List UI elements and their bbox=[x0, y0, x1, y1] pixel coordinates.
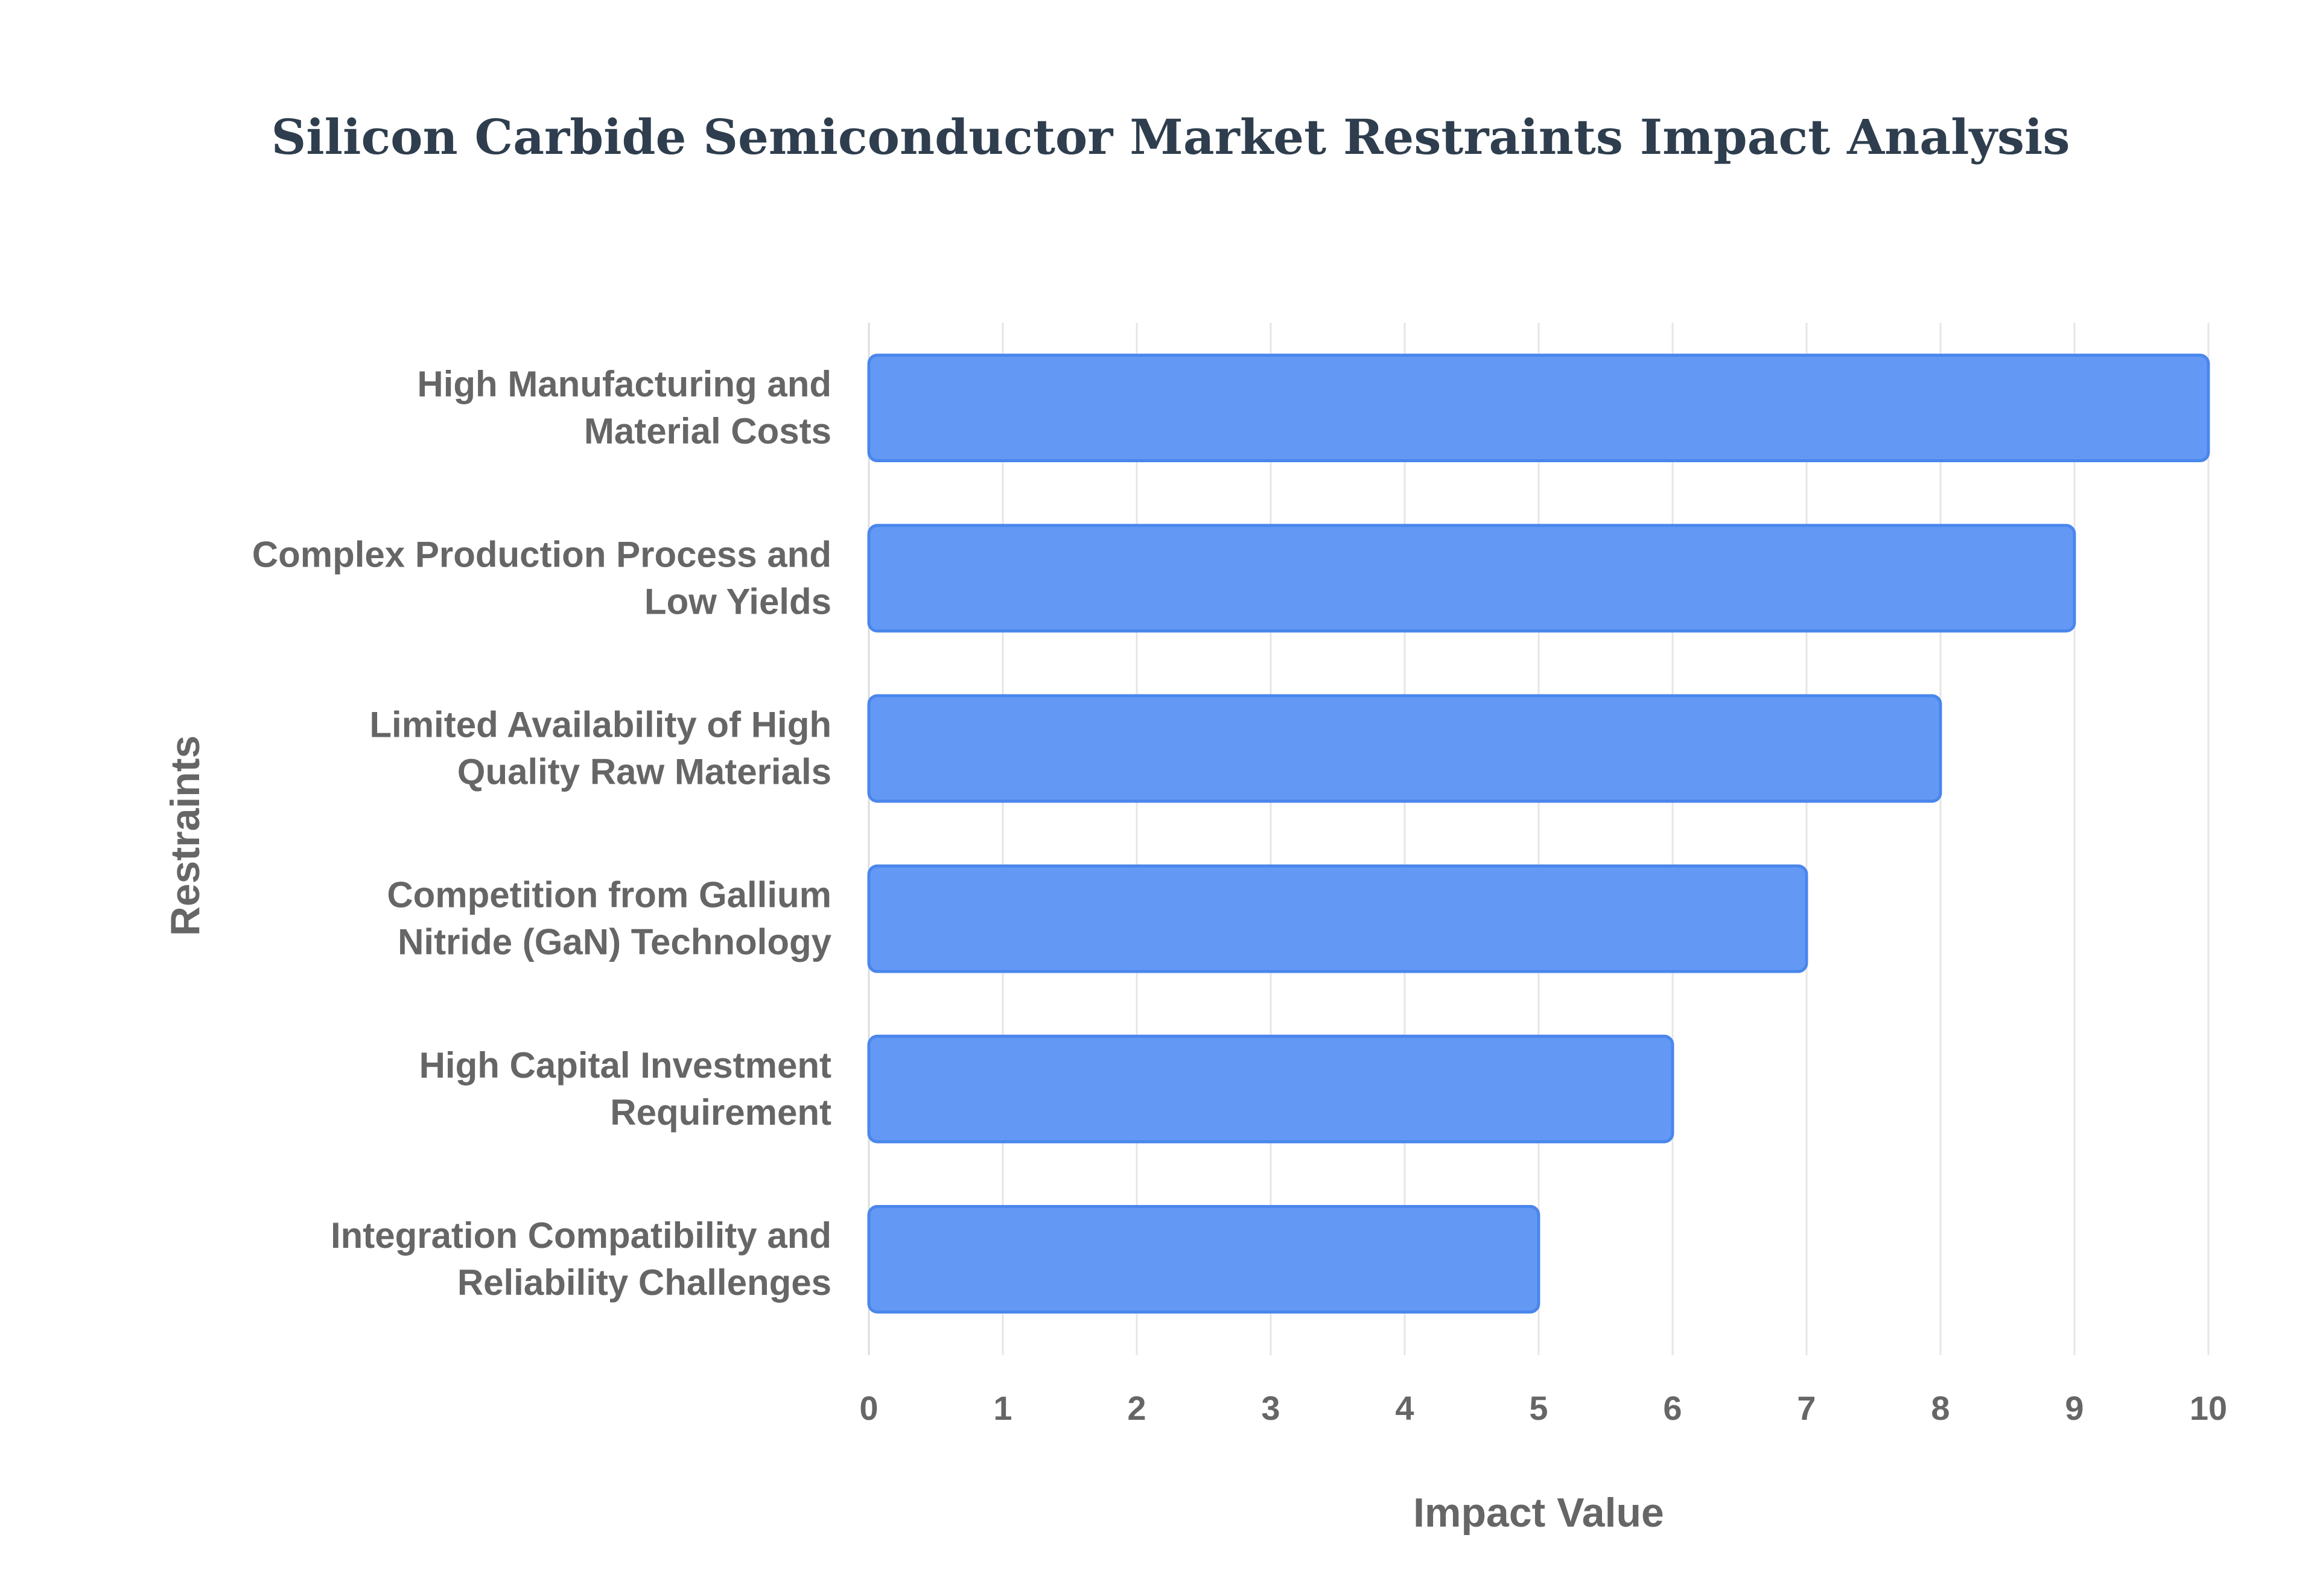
x-tick-label: 0 bbox=[859, 1389, 878, 1427]
category-label: High Manufacturing and Material Costs bbox=[417, 364, 831, 451]
category-label-line: Reliability Challenges bbox=[457, 1262, 831, 1303]
category-label-line: Material Costs bbox=[584, 411, 831, 451]
category-label-line: Limited Availability of High bbox=[369, 704, 831, 745]
x-tick-labels: 0 1 2 3 4 5 6 7 8 9 10 bbox=[859, 1389, 2227, 1427]
x-tick-label: 8 bbox=[1931, 1389, 1950, 1427]
x-tick-label: 6 bbox=[1663, 1389, 1682, 1427]
bar-5[interactable] bbox=[867, 1034, 1674, 1143]
category-label: Complex Production Process and Low Yields bbox=[252, 534, 831, 622]
x-tick-label: 5 bbox=[1529, 1389, 1548, 1427]
category-label-line: High Manufacturing and bbox=[417, 364, 831, 404]
x-tick-label: 9 bbox=[2065, 1389, 2083, 1427]
category-label: Integration Compatibility and Reliability… bbox=[331, 1215, 831, 1303]
x-tick-label: 1 bbox=[993, 1389, 1012, 1427]
category-label-line: Requirement bbox=[610, 1092, 831, 1133]
x-tick-label: 10 bbox=[2190, 1389, 2227, 1427]
category-label-line: Low Yields bbox=[644, 581, 831, 622]
y-axis-title: Restraints bbox=[162, 736, 208, 936]
bar-1[interactable] bbox=[867, 354, 2210, 463]
category-label-line: Complex Production Process and bbox=[252, 534, 831, 574]
bar-2[interactable] bbox=[867, 524, 2076, 633]
category-label: Limited Availability of High Quality Raw … bbox=[369, 704, 831, 792]
grid-lines bbox=[868, 323, 2210, 1355]
category-label: Competition from Gallium Nitride (GaN) Te… bbox=[387, 875, 831, 962]
category-label-line: Nitride (GaN) Technology bbox=[398, 922, 832, 962]
category-labels: High Manufacturing and Material Costs Comp… bbox=[252, 364, 832, 1303]
x-tick-label: 4 bbox=[1395, 1389, 1414, 1427]
bar-3[interactable] bbox=[867, 694, 1942, 803]
bar-6[interactable] bbox=[867, 1204, 1540, 1314]
x-tick-label: 7 bbox=[1797, 1389, 1816, 1427]
category-label: High Capital Investment Requirement bbox=[419, 1045, 831, 1133]
bars bbox=[867, 354, 2210, 1314]
chart-title: Silicon Carbide Semiconductor Market Res… bbox=[272, 109, 2070, 165]
category-label-line: Integration Compatibility and bbox=[331, 1215, 831, 1256]
x-tick-label: 2 bbox=[1127, 1389, 1146, 1427]
category-label-line: High Capital Investment bbox=[419, 1045, 831, 1086]
category-label-line: Competition from Gallium bbox=[387, 875, 831, 915]
category-label-line: Quality Raw Materials bbox=[457, 751, 831, 792]
bar-4[interactable] bbox=[867, 864, 1808, 973]
x-tick-label: 3 bbox=[1261, 1389, 1280, 1427]
x-axis-title: Impact Value bbox=[1413, 1490, 1664, 1536]
